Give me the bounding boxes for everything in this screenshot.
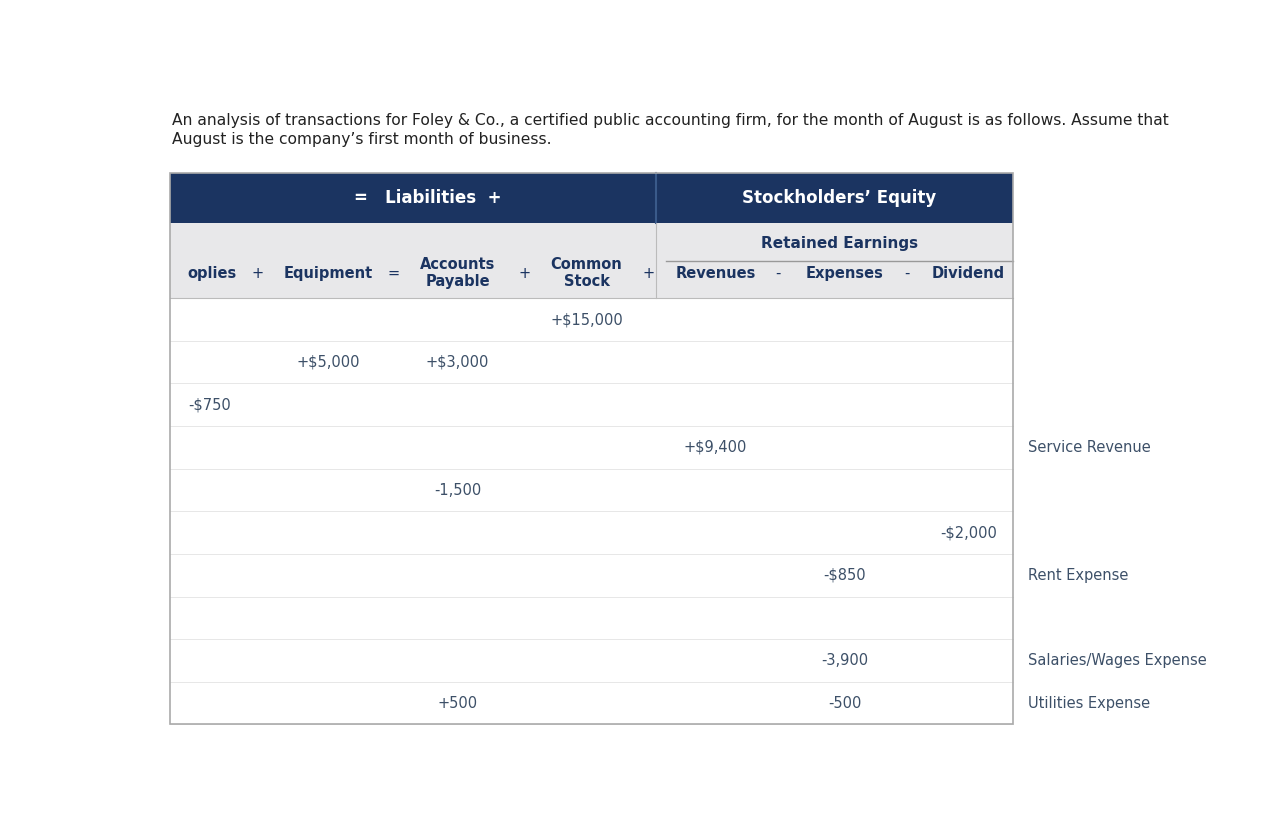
Text: Salaries/Wages Expense: Salaries/Wages Expense [1028, 653, 1207, 668]
Bar [170, 341, 1014, 383]
Bar [170, 469, 1014, 511]
Text: Common
Stock: Common Stock [550, 257, 622, 289]
Text: -1,500: -1,500 [434, 483, 481, 497]
Text: +: + [643, 265, 655, 281]
Text: -$850: -$850 [823, 568, 865, 583]
Text: +$3,000: +$3,000 [426, 355, 489, 370]
Text: Stockholders’ Equity: Stockholders’ Equity [742, 189, 937, 207]
Text: -: - [904, 265, 910, 281]
Text: +$15,000: +$15,000 [550, 312, 623, 327]
Bar [170, 173, 1014, 223]
Text: =   Liabilities  +: = Liabilities + [355, 189, 502, 207]
Bar [170, 173, 1014, 724]
Text: An analysis of transactions for Foley & Co., a certified public accounting firm,: An analysis of transactions for Foley & … [172, 113, 1169, 129]
Bar [170, 223, 1014, 298]
Text: Retained Earnings: Retained Earnings [760, 235, 918, 251]
Text: +: + [251, 265, 264, 281]
Text: +500: +500 [438, 696, 477, 711]
Text: Rent Expense: Rent Expense [1028, 568, 1129, 583]
Text: +$5,000: +$5,000 [297, 355, 361, 370]
Text: +: + [518, 265, 531, 281]
Text: -: - [776, 265, 781, 281]
Text: Equipment: Equipment [284, 265, 374, 281]
Text: Accounts
Payable: Accounts Payable [420, 257, 495, 289]
Text: -$2,000: -$2,000 [940, 525, 997, 540]
Bar [170, 383, 1014, 426]
Bar [170, 511, 1014, 554]
Text: oplies: oplies [188, 265, 237, 281]
Text: Utilities Expense: Utilities Expense [1028, 696, 1151, 711]
Bar [170, 639, 1014, 682]
Text: =: = [387, 265, 399, 281]
Bar [170, 426, 1014, 469]
Bar [170, 554, 1014, 597]
Text: Revenues: Revenues [676, 265, 755, 281]
Text: -500: -500 [828, 696, 861, 711]
Text: -3,900: -3,900 [820, 653, 868, 668]
Text: Service Revenue: Service Revenue [1028, 440, 1151, 455]
Bar [170, 298, 1014, 341]
Text: Expenses: Expenses [805, 265, 883, 281]
Bar [170, 597, 1014, 639]
Text: August is the company’s first month of business.: August is the company’s first month of b… [172, 132, 552, 147]
Text: +$9,400: +$9,400 [684, 440, 748, 455]
Bar [170, 682, 1014, 724]
Text: Dividend: Dividend [932, 265, 1005, 281]
Text: -$750: -$750 [188, 397, 230, 413]
